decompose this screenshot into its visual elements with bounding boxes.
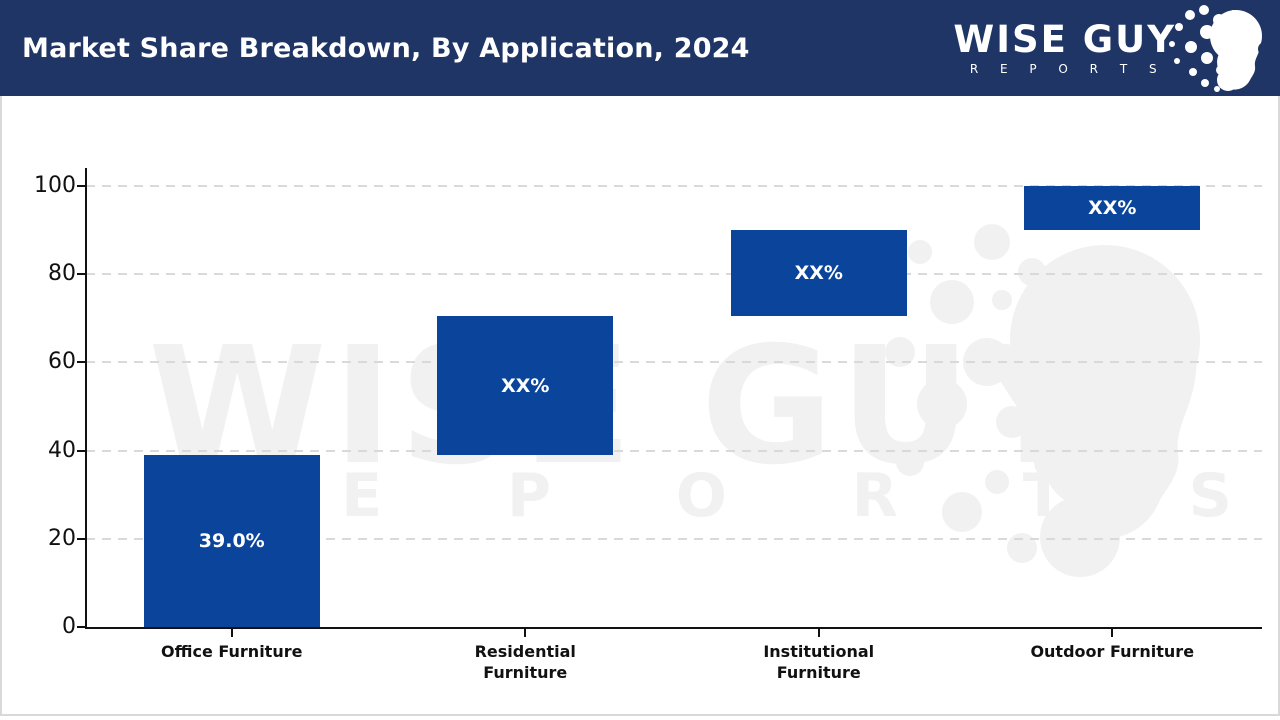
bar-value-label: XX%: [501, 374, 550, 397]
x-axis-category-label: Office Furniture: [161, 642, 303, 661]
gridline: [86, 185, 1262, 187]
x-axis-category-label: Institutional Furniture: [763, 642, 875, 682]
y-axis-tick-mark: [77, 273, 85, 276]
bar: XX%: [437, 316, 614, 455]
y-axis-tick-label: 80: [48, 261, 76, 287]
y-axis-tick-mark: [77, 626, 85, 628]
x-axis-category-label: Outdoor Furniture: [1030, 642, 1195, 661]
x-axis-tick-mark: [1111, 629, 1114, 637]
x-axis-category-label: Residential Furniture: [474, 642, 576, 682]
logo-face-icon: [1169, 5, 1266, 92]
page-title: Market Share Breakdown, By Application, …: [22, 32, 750, 64]
y-axis-tick-label: 100: [34, 173, 76, 198]
y-axis-tick-label: 0: [62, 614, 76, 639]
bar-value-label: XX%: [794, 262, 843, 285]
x-axis-tick-mark: [230, 629, 233, 637]
gridline: [86, 449, 1262, 452]
header: Market Share Breakdown, By Application, …: [0, 0, 1280, 96]
y-axis-tick-mark: [77, 537, 85, 540]
y-axis-tick-mark: [77, 361, 85, 364]
gridline: [86, 361, 1262, 364]
logo-wordmark-text: WISE GUY: [953, 17, 1176, 61]
y-axis-tick-mark: [77, 185, 85, 187]
y-axis-tick-label: 60: [48, 349, 76, 375]
watermark-face-icon: [885, 224, 1200, 577]
x-axis-tick-mark: [524, 629, 527, 637]
bar: 39.0%: [143, 455, 320, 627]
y-axis-tick-label: 20: [48, 525, 76, 551]
bar: XX%: [730, 230, 907, 317]
wise-guy-reports-logo: WISE GUY R E P O R T S: [953, 2, 1280, 94]
y-axis-line: [85, 168, 87, 629]
x-axis-tick-mark: [817, 629, 820, 637]
bar-value-label: XX%: [1088, 197, 1137, 220]
bar: XX%: [1024, 186, 1201, 231]
y-axis-tick-label: 40: [48, 437, 76, 463]
y-axis-tick-mark: [77, 449, 85, 452]
gridline: [86, 273, 1262, 276]
logo-subtext: R E P O R T S: [969, 61, 1166, 76]
gridline: [86, 537, 1262, 540]
bar-value-label: 39.0%: [198, 529, 265, 552]
x-axis-line: [85, 627, 1262, 629]
logo-wordmark: WISE GUY R E P O R T S: [953, 21, 1176, 76]
